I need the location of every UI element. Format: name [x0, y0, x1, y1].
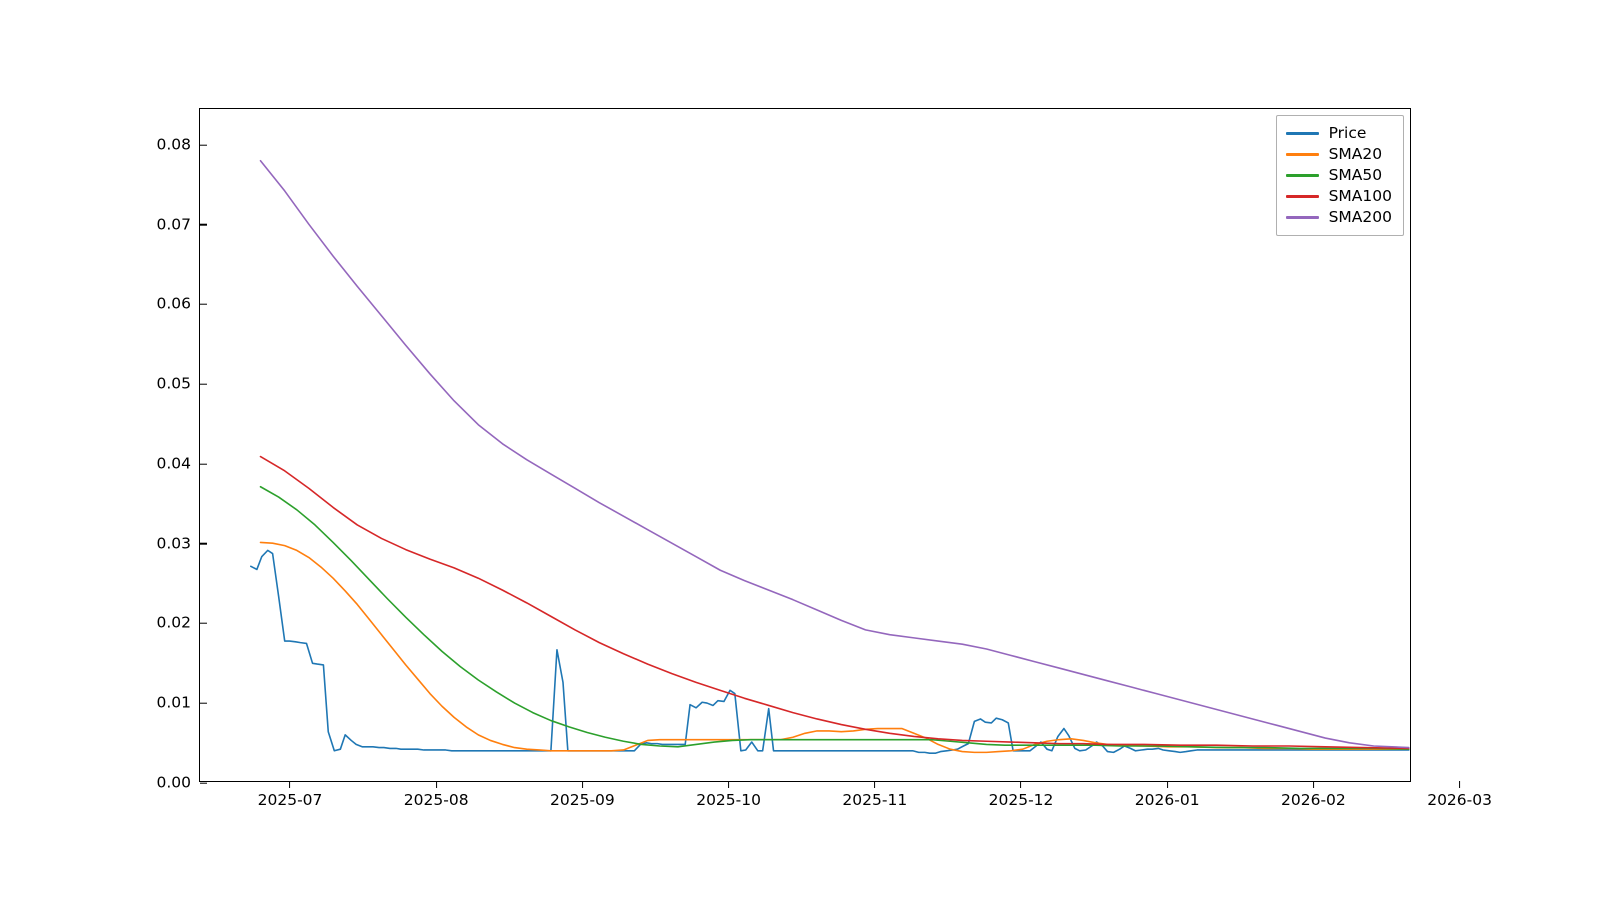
x-tick-label: 2025-08: [403, 791, 469, 809]
legend-label: Price: [1328, 123, 1367, 142]
x-tick-mark: [1312, 781, 1314, 788]
legend-label: SMA200: [1328, 207, 1392, 226]
y-tick-mark: [200, 144, 207, 146]
y-tick: 0.03: [156, 533, 207, 552]
x-tick-label: 2026-02: [1281, 791, 1346, 809]
y-tick-label: 0.02: [156, 613, 191, 632]
legend-item-sma200[interactable]: SMA200: [1285, 207, 1392, 228]
x-tick: 2026-02: [1281, 781, 1346, 809]
legend-item-sma50[interactable]: SMA50: [1285, 165, 1392, 186]
y-tick-label: 0.05: [156, 374, 191, 393]
x-tick-label: 2025-10: [696, 791, 761, 809]
y-tick-mark: [200, 224, 207, 226]
x-tick-label: 2026-03: [1427, 791, 1492, 809]
series-line-price: [251, 550, 1409, 753]
x-tick-label: 2025-09: [550, 791, 615, 809]
legend-color-swatch: [1285, 132, 1319, 135]
x-tick: 2025-10: [696, 781, 761, 809]
y-tick-label: 0.03: [156, 533, 191, 552]
x-tick-mark: [728, 781, 730, 788]
x-tick-label: 2025-07: [257, 791, 323, 809]
x-tick-mark: [874, 781, 876, 788]
y-tick: 0.06: [156, 294, 207, 313]
x-tick-label: 2026-01: [1134, 791, 1200, 809]
x-tick-mark: [289, 781, 291, 788]
plot-axes: 0.00 0.01 0.02 0.03 0.04 0.05 0.06 0.07 0.08 202…: [156, 108, 1492, 808]
y-tick: 0.02: [156, 613, 207, 632]
y-tick: 0.07: [156, 214, 207, 233]
x-tick-label: 2025-11: [842, 791, 908, 809]
series-line-sma20: [261, 542, 1409, 752]
chart-legend[interactable]: Price SMA20 SMA50 SMA100 SMA200: [1275, 115, 1404, 236]
x-tick-mark: [435, 781, 437, 788]
x-tick-mark: [1166, 781, 1168, 788]
x-tick-label: 2025-12: [988, 791, 1054, 809]
y-tick: 0.00: [156, 773, 207, 792]
x-tick: 2026-01: [1135, 781, 1200, 809]
y-tick-mark: [200, 303, 207, 305]
legend-item-sma100[interactable]: SMA100: [1285, 186, 1392, 207]
series-line-sma50: [261, 487, 1409, 749]
y-tick-mark: [200, 782, 207, 784]
x-tick-mark: [1459, 781, 1461, 788]
y-tick-label: 0.06: [156, 294, 191, 313]
series-line-sma200: [261, 161, 1409, 748]
y-tick-label: 0.04: [156, 454, 191, 473]
legend-label: SMA20: [1328, 144, 1383, 163]
x-tick: 2026-03: [1427, 781, 1492, 809]
y-tick-label: 0.01: [156, 693, 191, 712]
x-tick: 2025-09: [550, 781, 615, 809]
y-tick: 0.04: [156, 454, 207, 473]
legend-color-swatch: [1285, 216, 1319, 219]
y-tick-mark: [200, 622, 207, 625]
y-tick-mark: [200, 702, 207, 704]
legend-color-swatch: [1285, 195, 1319, 198]
x-tick-mark: [581, 781, 583, 788]
y-tick: 0.08: [156, 135, 207, 154]
legend-item-price[interactable]: Price: [1285, 123, 1392, 144]
x-tick: 2025-08: [404, 781, 469, 809]
y-tick: 0.05: [156, 374, 207, 393]
y-tick-mark: [200, 543, 207, 545]
x-tick-mark: [1020, 781, 1022, 788]
x-tick: 2025-07: [257, 781, 323, 809]
y-tick-label: 0.07: [156, 214, 191, 233]
legend-item-sma20[interactable]: SMA20: [1285, 144, 1392, 165]
series-plot-area: [200, 109, 1410, 781]
series-line-sma100: [261, 457, 1409, 749]
y-tick-label: 0.08: [156, 135, 191, 154]
y-tick-mark: [200, 463, 207, 465]
y-tick-mark: [200, 383, 207, 385]
y-tick: 0.01: [156, 693, 207, 712]
y-tick-label: 0.00: [156, 773, 191, 792]
legend-label: SMA50: [1328, 165, 1383, 184]
legend-color-swatch: [1285, 153, 1319, 156]
legend-label: SMA100: [1328, 186, 1392, 205]
x-tick: 2025-12: [988, 781, 1054, 809]
legend-color-swatch: [1285, 174, 1319, 177]
x-tick: 2025-11: [842, 781, 907, 809]
